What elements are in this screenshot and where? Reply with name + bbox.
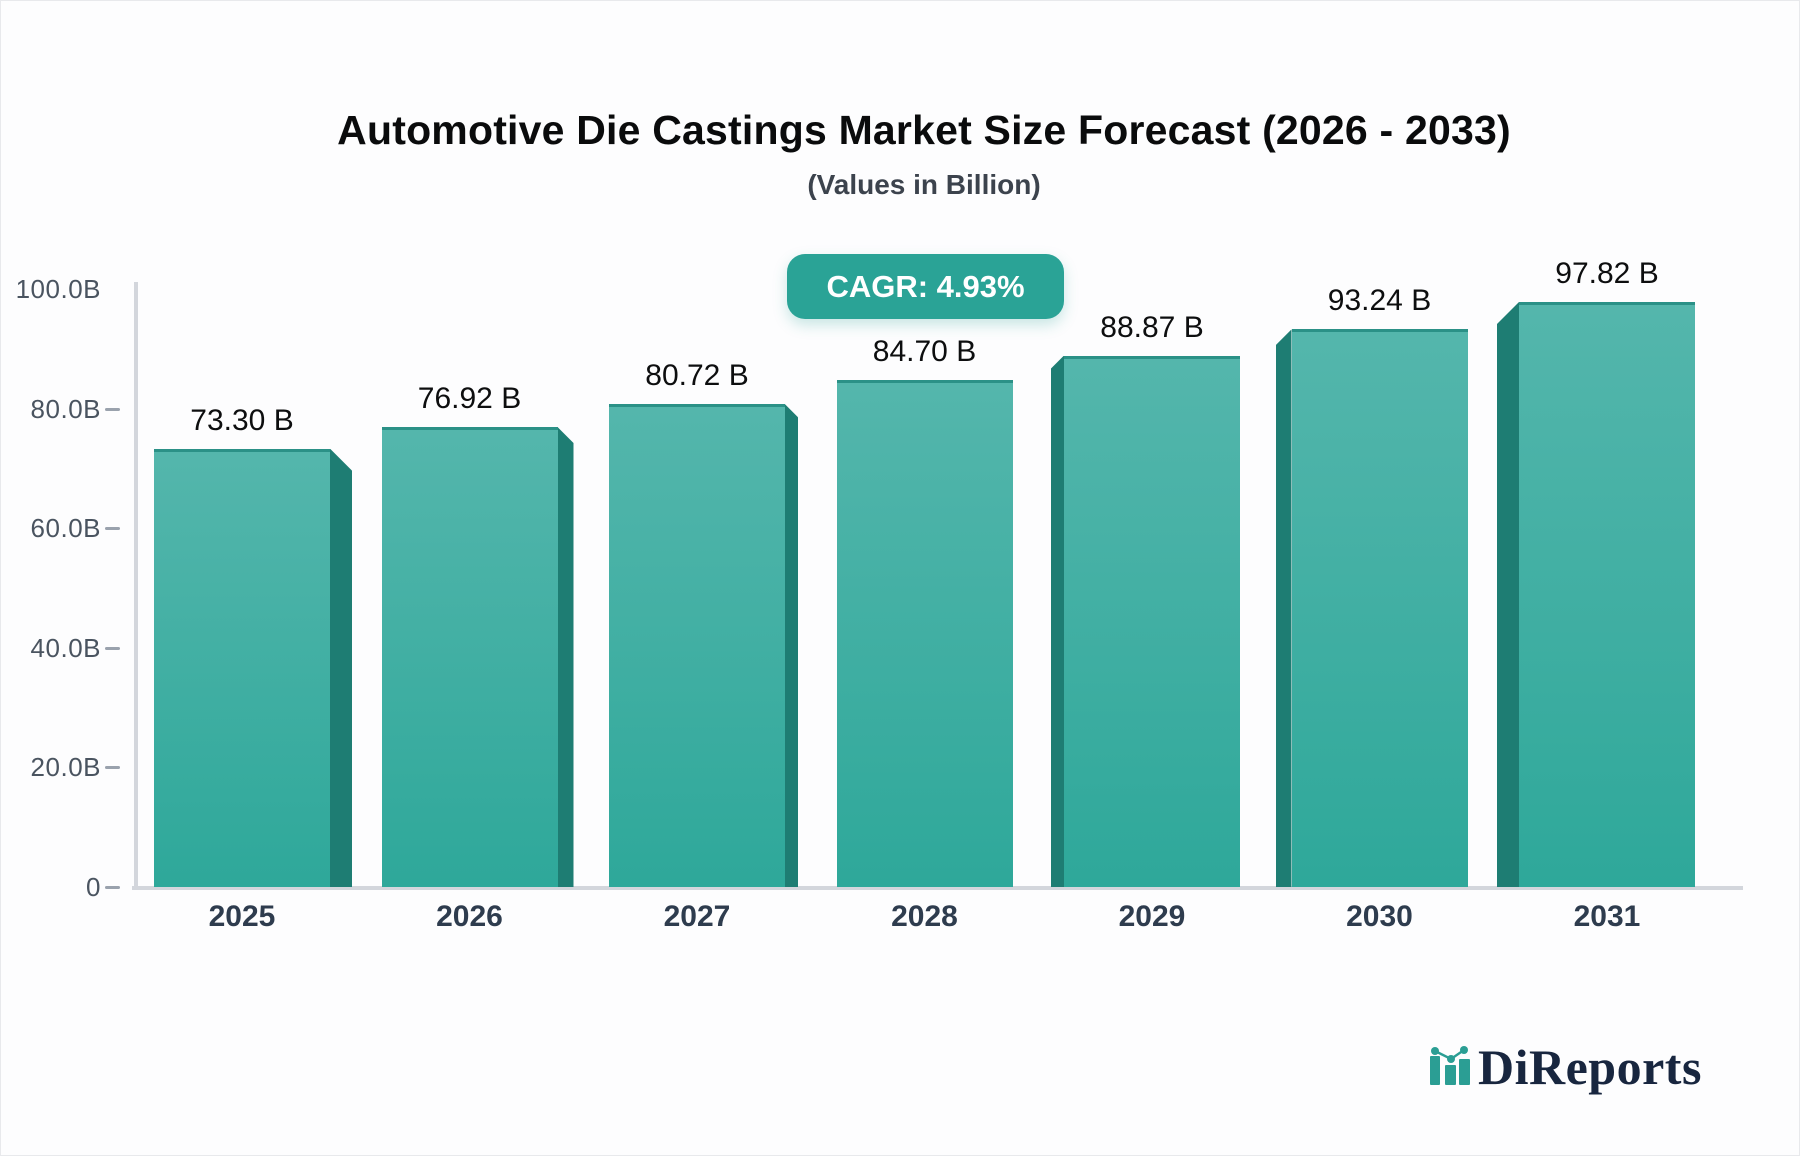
x-axis-label-2028: 2028: [891, 900, 958, 933]
y-tick-dash-60: [105, 527, 120, 531]
bar-2028: [836, 380, 1013, 887]
bar-2026: [381, 427, 558, 887]
x-axis-label-2027: 2027: [663, 900, 731, 933]
y-tick-label-80: 80.0B: [30, 393, 101, 424]
bar-3d-side-2031: [1497, 302, 1519, 887]
bar-3d-side-2030: [1275, 329, 1292, 887]
bar-value-label-2031: 97.82 B: [1555, 257, 1659, 291]
bar-value-label-2025: 73.30 B: [190, 403, 294, 437]
y-tick-dash-80: [105, 407, 120, 411]
x-axis-line: [132, 886, 1743, 890]
chart-title: Automotive Die Castings Market Size Fore…: [337, 107, 1511, 153]
bar-value-label-2029: 88.87 B: [1100, 310, 1204, 344]
direports-logo-icon: [1430, 1046, 1470, 1085]
bar-2027: [609, 404, 785, 887]
y-axis-line: [134, 282, 138, 889]
direports-logo: DiReports: [1429, 1033, 1702, 1093]
bar-value-label-2028: 84.70 B: [872, 335, 977, 369]
y-tick-dash-20: [105, 766, 120, 770]
y-tick-label-20: 20.0B: [30, 752, 101, 783]
bar-value-label-2030: 93.24 B: [1327, 284, 1432, 318]
y-tick-label-0: 0: [86, 872, 101, 902]
cagr-badge: CAGR: 4.93%: [787, 254, 1064, 319]
y-tick-dash-0: [105, 886, 120, 889]
bar-2029: [1064, 355, 1240, 887]
bar-2030: [1291, 329, 1468, 887]
x-axis-label-2026: 2026: [436, 900, 503, 933]
bar-value-label-2026: 76.92 B: [417, 382, 522, 416]
chart-subtitle: (Values in Billion): [807, 169, 1041, 200]
x-axis-label-2029: 2029: [1118, 900, 1186, 933]
y-tick-label-40: 40.0B: [30, 632, 101, 663]
bar-2025: [154, 448, 330, 887]
bar-value-label-2027: 80.72 B: [645, 359, 749, 393]
y-tick-dash-40: [105, 646, 120, 650]
bar-3d-side-2026: [557, 427, 574, 887]
bar-3d-side-2029: [1051, 355, 1064, 887]
y-tick-label-60: 60.0B: [30, 513, 101, 544]
x-axis-label-2031: 2031: [1573, 900, 1641, 933]
y-tick-label-100: 100.0B: [15, 274, 101, 304]
x-axis-label-2030: 2030: [1346, 900, 1413, 933]
direports-logo-text: DiReports: [1478, 1039, 1702, 1095]
bar-3d-side-2027: [785, 404, 798, 887]
bar-2031: [1519, 302, 1695, 887]
bar-3d-side-2025: [330, 448, 352, 887]
x-axis-label-2025: 2025: [208, 900, 276, 933]
